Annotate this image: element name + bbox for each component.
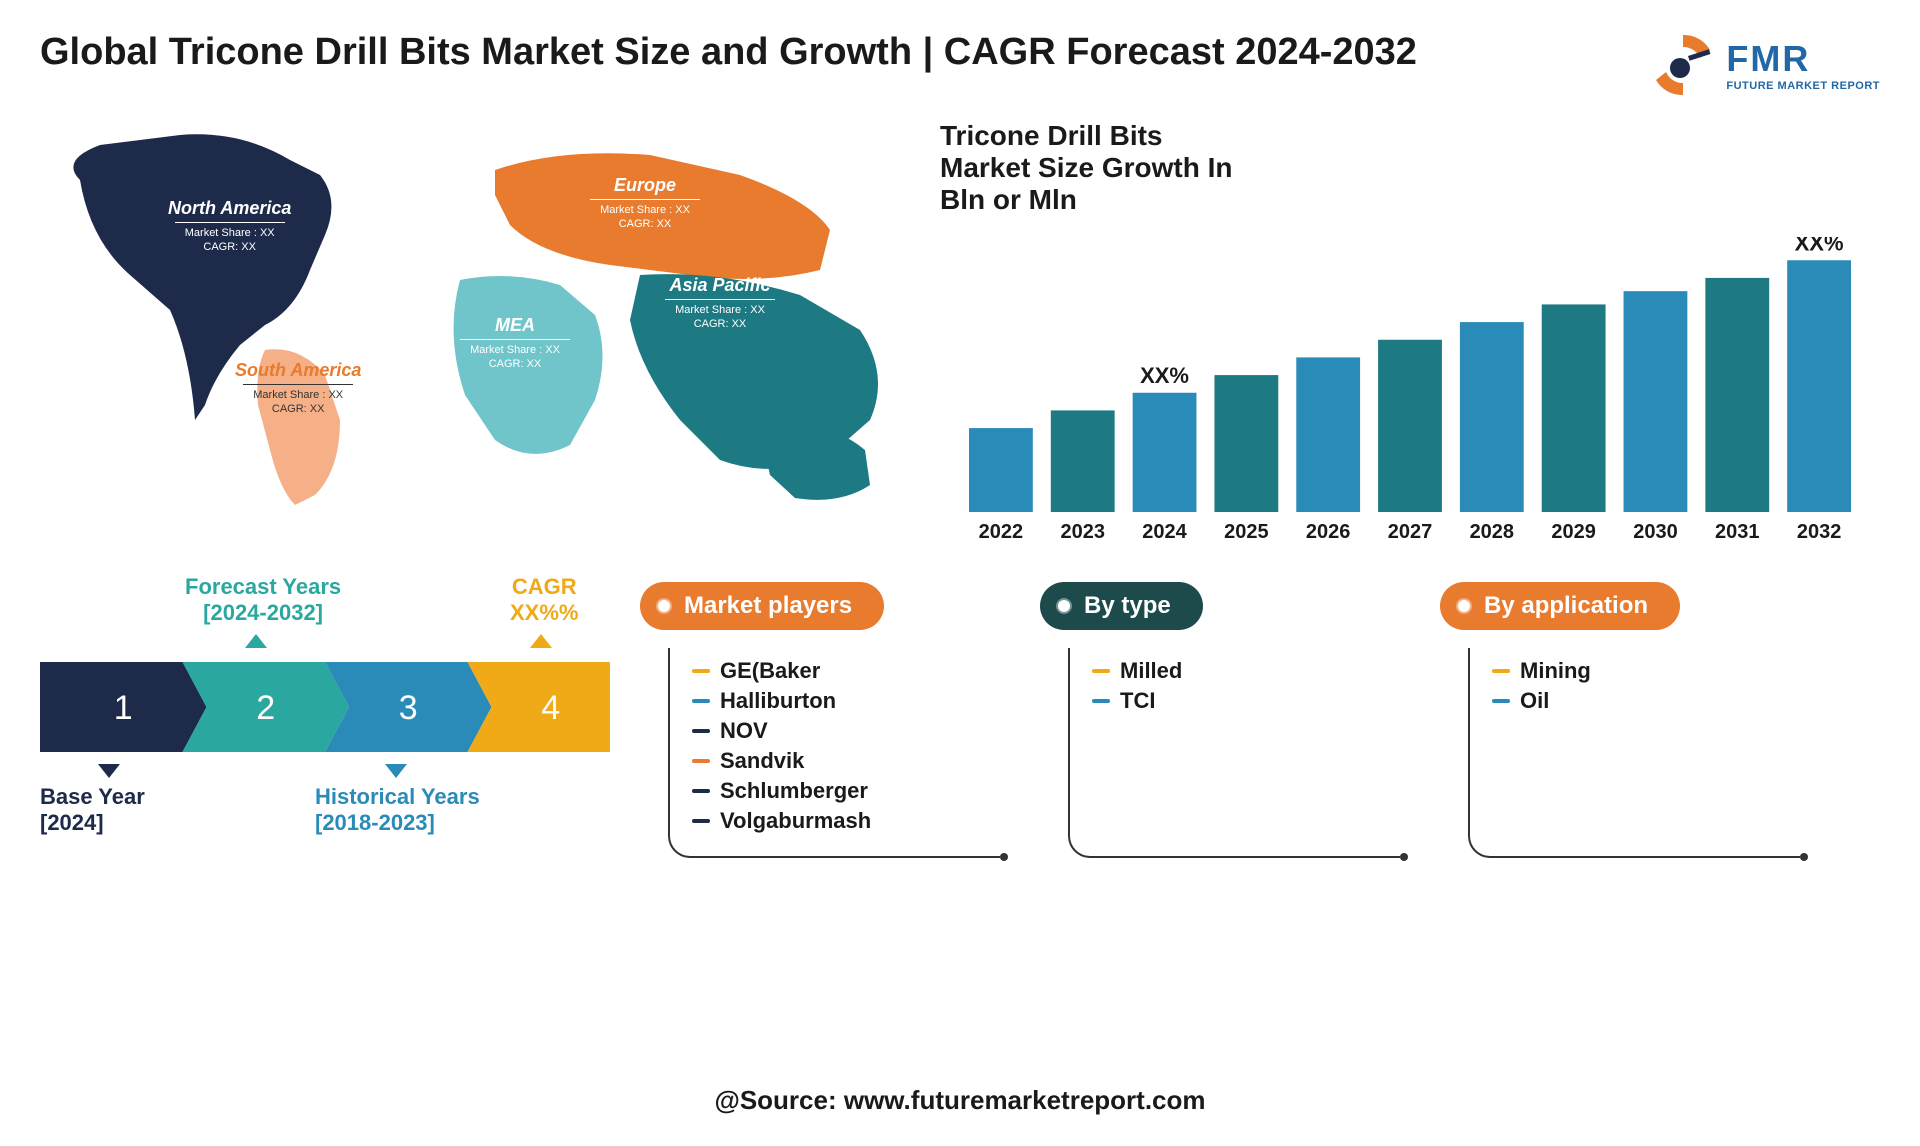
category-title: Market players	[684, 592, 852, 620]
bar-2031	[1705, 277, 1769, 511]
timeline-step-num-3: 3	[399, 689, 418, 727]
category-column-0: Market players GE(Baker Halliburton NOV Sand…	[640, 582, 1000, 858]
region-label-eu: Europe Market Share : XXCAGR: XX	[590, 175, 700, 232]
region-label-mea: MEA Market Share : XXCAGR: XX	[460, 315, 570, 372]
bullet-icon	[1058, 600, 1070, 612]
arrow-up-forecast	[245, 634, 267, 648]
arrow-up-cagr	[530, 634, 552, 648]
bar-chart-svg: 2022 2023 2024 XX% 2025 2026 2027 2028 2029 2030 2…	[940, 237, 1880, 547]
bar-label-2028: 2028	[1470, 521, 1515, 543]
list-item-label: Schlumberger	[720, 778, 868, 804]
bar-2027	[1378, 339, 1442, 511]
bullet-icon	[658, 600, 670, 612]
bar-2024	[1133, 392, 1197, 511]
list-item-label: Mining	[1520, 658, 1591, 684]
tick-icon	[692, 729, 710, 733]
bar-label-2027: 2027	[1388, 521, 1433, 543]
list-item-label: Milled	[1120, 658, 1182, 684]
list-item: Sandvik	[692, 748, 1000, 774]
category-column-1: By type Milled TCI	[1040, 582, 1400, 858]
bar-label-2029: 2029	[1551, 521, 1596, 543]
bar-2028	[1460, 322, 1524, 512]
tick-icon	[1492, 669, 1510, 673]
chart-title: Tricone Drill Bits Market Size Growth In…	[940, 120, 1260, 217]
tick-icon	[1092, 699, 1110, 703]
category-bracket: Mining Oil	[1468, 648, 1800, 858]
growth-bar-chart: Tricone Drill Bits Market Size Growth In…	[940, 120, 1880, 552]
logo-brand: FMR	[1726, 38, 1880, 80]
category-header: By type	[1040, 582, 1203, 630]
list-item: Milled	[1092, 658, 1400, 684]
category-header: Market players	[640, 582, 884, 630]
list-item-label: Oil	[1520, 688, 1549, 714]
tick-icon	[1492, 699, 1510, 703]
list-item-label: Volgaburmash	[720, 808, 871, 834]
timeline: Forecast Years[2024-2032] CAGRXX%% 1234 …	[40, 582, 610, 767]
base-year-label: Base Year[2024]	[40, 784, 145, 837]
bar-2032	[1787, 260, 1851, 512]
tick-icon	[1092, 669, 1110, 673]
region-label-na: North America Market Share : XXCAGR: XX	[168, 198, 291, 255]
category-column-2: By application Mining Oil	[1440, 582, 1800, 858]
bar-annot-2032: XX%	[1795, 237, 1844, 255]
timeline-step-num-1: 1	[114, 689, 133, 727]
bar-label-2030: 2030	[1633, 521, 1678, 543]
bar-2023	[1051, 410, 1115, 512]
list-item-label: TCI	[1120, 688, 1155, 714]
category-bracket: Milled TCI	[1068, 648, 1400, 858]
category-title: By type	[1084, 592, 1171, 620]
fmr-logo: FMR FUTURE MARKET REPORT	[1648, 30, 1880, 100]
list-item-label: GE(Baker	[720, 658, 820, 684]
bar-label-2023: 2023	[1060, 521, 1105, 543]
region-label-sa: South America Market Share : XXCAGR: XX	[235, 360, 361, 417]
list-item: GE(Baker	[692, 658, 1000, 684]
timeline-step-num-4: 4	[541, 689, 560, 727]
bar-2026	[1296, 357, 1360, 512]
cagr-label: CAGRXX%%	[510, 574, 578, 627]
list-item: NOV	[692, 718, 1000, 744]
bar-2030	[1624, 291, 1688, 512]
tick-icon	[692, 759, 710, 763]
map-region-au	[767, 428, 870, 500]
list-item: TCI	[1092, 688, 1400, 714]
list-item-label: NOV	[720, 718, 768, 744]
timeline-step-num-2: 2	[256, 689, 275, 727]
tick-icon	[692, 699, 710, 703]
bar-label-2026: 2026	[1306, 521, 1351, 543]
list-item: Halliburton	[692, 688, 1000, 714]
list-item: Mining	[1492, 658, 1800, 684]
list-item-label: Sandvik	[720, 748, 804, 774]
bar-label-2032: 2032	[1797, 521, 1842, 543]
bar-label-2022: 2022	[979, 521, 1024, 543]
page-title: Global Tricone Drill Bits Market Size an…	[40, 30, 1417, 76]
timeline-svg: 1 2 3 4	[40, 652, 610, 762]
region-label-ap: Asia Pacific Market Share : XXCAGR: XX	[665, 275, 775, 332]
bar-label-2024: 2024	[1142, 521, 1187, 543]
arrow-down-historical	[385, 764, 407, 778]
bar-2022	[969, 428, 1033, 512]
historical-years-label: Historical Years[2018-2023]	[315, 784, 480, 837]
logo-icon	[1648, 30, 1718, 100]
world-map: North America Market Share : XXCAGR: XX …	[40, 120, 910, 510]
category-bracket: GE(Baker Halliburton NOV Sandvik Schlumberge…	[668, 648, 1000, 858]
list-item: Schlumberger	[692, 778, 1000, 804]
category-title: By application	[1484, 592, 1648, 620]
source-attribution: @Source: www.futuremarketreport.com	[714, 1085, 1205, 1116]
bar-label-2031: 2031	[1715, 521, 1760, 543]
bar-label-2025: 2025	[1224, 521, 1269, 543]
category-header: By application	[1440, 582, 1680, 630]
bullet-icon	[1458, 600, 1470, 612]
tick-icon	[692, 789, 710, 793]
arrow-down-base	[98, 764, 120, 778]
logo-subtitle: FUTURE MARKET REPORT	[1726, 80, 1880, 92]
forecast-years-label: Forecast Years[2024-2032]	[185, 574, 341, 627]
bar-2025	[1214, 375, 1278, 512]
tick-icon	[692, 819, 710, 823]
list-item: Oil	[1492, 688, 1800, 714]
list-item-label: Halliburton	[720, 688, 836, 714]
list-item: Volgaburmash	[692, 808, 1000, 834]
bar-2029	[1542, 304, 1606, 512]
tick-icon	[692, 669, 710, 673]
bar-annot-2024: XX%	[1140, 362, 1189, 387]
